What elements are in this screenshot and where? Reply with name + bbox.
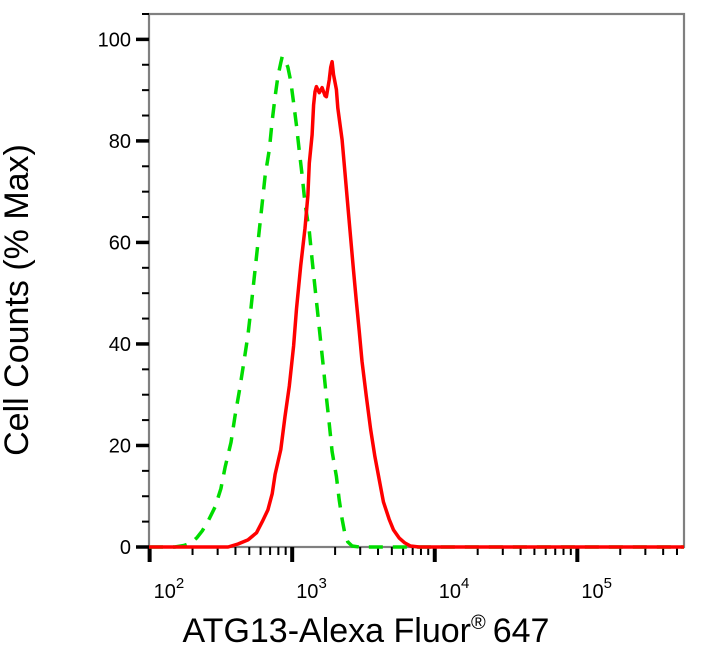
x-tick-label: 104 (439, 575, 470, 603)
y-tick-label: 60 (109, 232, 131, 254)
y-tick-label: 0 (120, 537, 131, 559)
x-tick-label: 105 (581, 575, 612, 603)
axis-ticks (136, 13, 678, 562)
plot-frame (147, 12, 686, 549)
y-axis-title: Cell Counts (% Max) (0, 144, 36, 456)
x-tick-exponent: 3 (318, 575, 326, 592)
registered-trademark-icon: ® (471, 612, 486, 634)
axis-tick-labels: 0 20 40 60 80 100 102 103 104 105 (98, 29, 612, 603)
y-tick-label: 20 (109, 435, 131, 457)
x-axis-title-suffix: 647 (493, 612, 550, 650)
y-tick-label: 100 (98, 29, 131, 51)
x-tick-label: 103 (296, 575, 327, 603)
x-tick-exponent: 4 (461, 575, 469, 592)
plot-border (147, 12, 686, 549)
y-tick-label: 80 (109, 131, 131, 153)
x-tick-exponent: 5 (604, 575, 612, 592)
histogram-curves (149, 54, 684, 549)
red-solid-histogram-curve (149, 59, 684, 549)
green-dashed-histogram-curve (149, 54, 684, 549)
x-tick-exponent: 2 (176, 575, 184, 592)
y-tick-label: 40 (109, 334, 131, 356)
x-tick-label: 102 (154, 575, 185, 603)
x-axis-title: ATG13-Alexa Fluor® 647 (183, 612, 550, 650)
x-axis-title-text: ATG13-Alexa Fluor (183, 612, 471, 650)
